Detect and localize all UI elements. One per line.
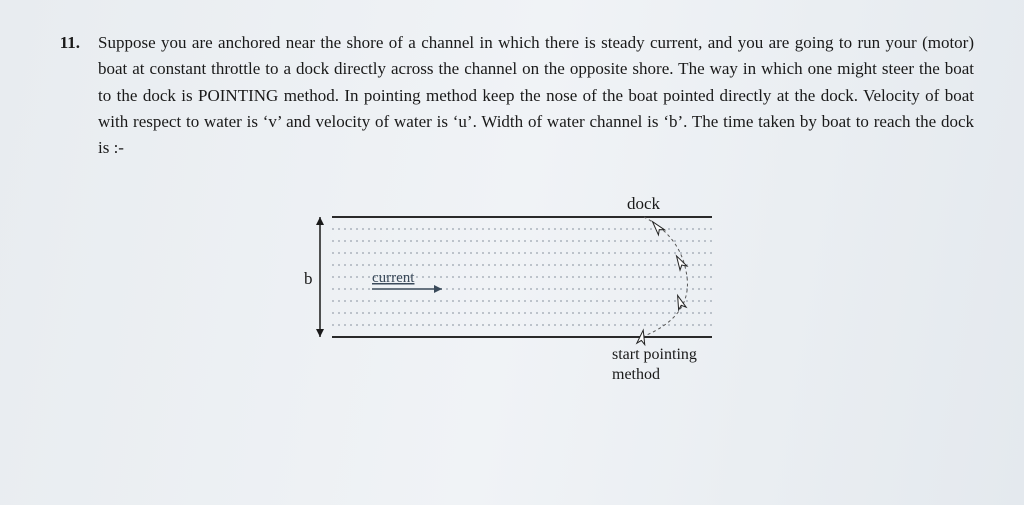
svg-text:b: b: [304, 269, 313, 288]
question-number: 11.: [50, 30, 80, 162]
svg-text:current: current: [372, 270, 415, 286]
figure-area: b current dock start pointing method: [50, 187, 974, 387]
svg-text:start pointing: start pointing: [612, 346, 697, 363]
pointing-method-diagram: b current dock start pointing method: [272, 187, 752, 387]
question-block: 11. Suppose you are anchored near the sh…: [50, 30, 974, 162]
svg-text:dock: dock: [627, 194, 661, 213]
svg-text:method: method: [612, 366, 660, 383]
question-text: Suppose you are anchored near the shore …: [98, 30, 974, 162]
